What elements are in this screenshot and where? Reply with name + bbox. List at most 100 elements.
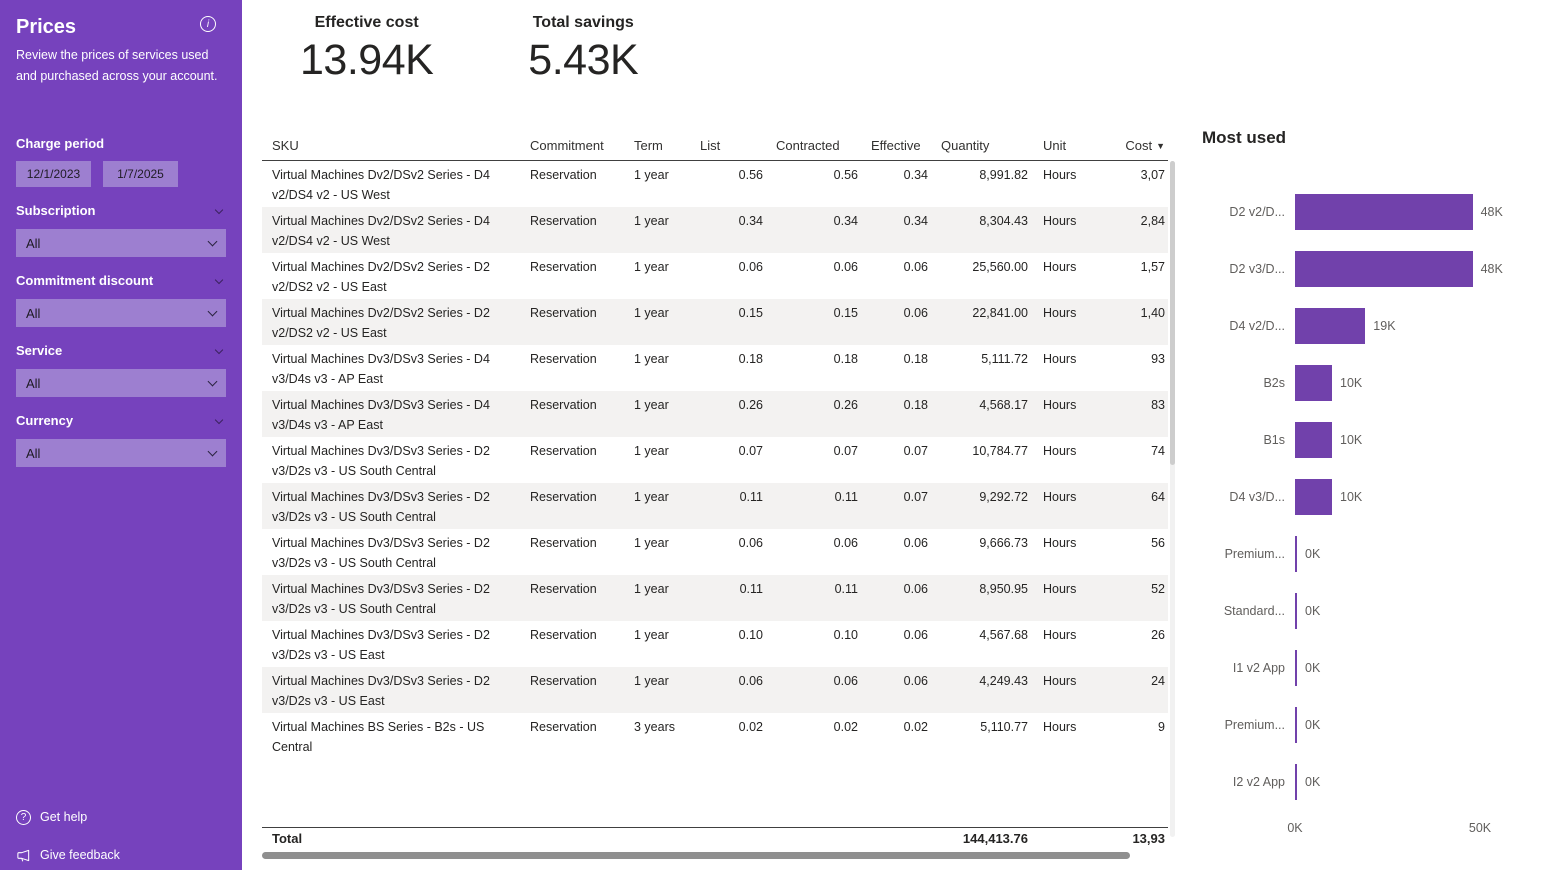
chevron-down-icon[interactable] [214, 415, 224, 424]
filter-label-text: Commitment discount [16, 273, 154, 288]
table-row[interactable]: Virtual Machines Dv2/DSv2 Series - D4 v2… [262, 161, 1168, 207]
table-cell: 0.06 [903, 582, 928, 596]
table-cell: 1 year [634, 536, 669, 550]
table-row[interactable]: Virtual Machines Dv3/DSv3 Series - D2 v3… [262, 483, 1168, 529]
table-cell: Hours [1043, 306, 1077, 320]
help-glyph: ? [20, 811, 27, 823]
column-header-term[interactable]: Term [634, 138, 663, 153]
table-row[interactable]: Virtual Machines Dv3/DSv3 Series - D4 v3… [262, 345, 1168, 391]
bar[interactable] [1295, 422, 1332, 458]
table-cell: 0.10 [738, 628, 763, 642]
column-header-cost[interactable]: Cost ▼ [1125, 138, 1165, 153]
dropdown-value: All [26, 445, 41, 461]
table-cell: 0.11 [834, 582, 858, 596]
bar[interactable] [1295, 308, 1366, 344]
give-feedback-link[interactable]: Give feedback [16, 846, 120, 864]
filter-dropdown-service[interactable]: All [16, 369, 226, 397]
bar[interactable] [1295, 536, 1297, 572]
table-cell: Virtual Machines BS Series - B2s - US Ce… [272, 720, 485, 754]
bar[interactable] [1295, 707, 1297, 743]
table-cell: Hours [1043, 674, 1077, 688]
table-cell: 0.56 [833, 168, 858, 182]
table-cell: 9,292.72 [979, 490, 1028, 504]
table-cell: 24 [1151, 674, 1165, 688]
filter-dropdown-subscription[interactable]: All [16, 229, 226, 257]
filter-label-service: Service [16, 343, 226, 359]
column-header-list[interactable]: List [700, 138, 721, 153]
table-row[interactable]: Virtual Machines Dv2/DSv2 Series - D2 v2… [262, 253, 1168, 299]
charge-period-start-date[interactable]: 12/1/2023 [16, 161, 91, 187]
bar[interactable] [1295, 764, 1297, 800]
charge-period-end-date[interactable]: 1/7/2025 [103, 161, 178, 187]
get-help-link[interactable]: ? Get help [16, 808, 120, 826]
column-header-commitment[interactable]: Commitment [530, 138, 604, 153]
table-cell: 4,568.17 [979, 398, 1028, 412]
bar-area: 19K [1295, 308, 1553, 344]
column-header-contracted[interactable]: Contracted [776, 138, 840, 153]
table-cell: 0.26 [833, 398, 858, 412]
dropdown-value: All [26, 235, 41, 251]
bar[interactable] [1295, 194, 1473, 230]
table-cell: 0.18 [833, 352, 858, 366]
filter-label-text: Currency [16, 413, 74, 428]
table-row[interactable]: Virtual Machines Dv3/DSv3 Series - D2 v3… [262, 437, 1168, 483]
table-cell: Reservation [530, 674, 597, 688]
column-header-unit[interactable]: Unit [1043, 138, 1067, 153]
table-cell: 0.11 [834, 490, 858, 504]
table-cell: 0.56 [738, 168, 763, 182]
bar-category-label: D4 v3/D... [1229, 490, 1285, 504]
table-row[interactable]: Virtual Machines Dv3/DSv3 Series - D2 v3… [262, 621, 1168, 667]
chevron-down-icon [207, 446, 218, 456]
chevron-down-icon[interactable] [214, 205, 224, 214]
table-row[interactable]: Virtual Machines Dv2/DSv2 Series - D2 v2… [262, 299, 1168, 345]
kpi-label: Effective cost [314, 14, 419, 31]
table-cell: 0.06 [738, 536, 763, 550]
info-glyph: i [206, 18, 210, 30]
table-cell: 1,40 [1140, 306, 1165, 320]
table-cell: 0.11 [739, 490, 763, 504]
table-cell: 4,567.68 [979, 628, 1028, 642]
bar-category-label: B2s [1263, 376, 1285, 390]
filter-dropdown-currency[interactable]: All [16, 439, 226, 467]
table-cell: 1 year [634, 352, 669, 366]
bar[interactable] [1295, 650, 1297, 686]
table-cell: 4,249.43 [979, 674, 1028, 688]
table-cell: 0.06 [903, 536, 928, 550]
horizontal-scrollbar[interactable] [262, 852, 1168, 859]
report-canvas: Effective cost 13.94K Total savings 5.43… [242, 0, 1553, 870]
table-row[interactable]: Virtual Machines BS Series - B2s - US Ce… [262, 713, 1168, 759]
table-cell: 83 [1151, 398, 1165, 412]
table-row[interactable]: Virtual Machines Dv2/DSv2 Series - D4 v2… [262, 207, 1168, 253]
table-cell: Virtual Machines Dv2/DSv2 Series - D4 v2… [272, 168, 490, 202]
bar[interactable] [1295, 365, 1332, 401]
bar-value: 10K [1340, 433, 1363, 447]
table-row[interactable]: Virtual Machines Dv3/DSv3 Series - D2 v3… [262, 575, 1168, 621]
bar[interactable] [1295, 251, 1473, 287]
bar-value: 48K [1480, 205, 1503, 219]
column-header-effective[interactable]: Effective [871, 138, 921, 153]
bar[interactable] [1295, 593, 1297, 629]
vertical-scrollbar[interactable] [1170, 161, 1175, 837]
bar-category-label: D2 v3/D... [1229, 262, 1285, 276]
bar-area: 48K [1295, 251, 1553, 287]
table-cell: Hours [1043, 444, 1077, 458]
info-icon[interactable]: i [200, 16, 216, 32]
get-help-label: Get help [40, 810, 88, 824]
table-row[interactable]: Virtual Machines Dv3/DSv3 Series - D2 v3… [262, 667, 1168, 713]
filter-dropdown-commitment-discount[interactable]: All [16, 299, 226, 327]
kpi-effective-cost: Effective cost 13.94K [300, 14, 434, 110]
table-row[interactable]: Virtual Machines Dv3/DSv3 Series - D2 v3… [262, 529, 1168, 575]
bar[interactable] [1295, 479, 1332, 515]
chevron-down-icon[interactable] [214, 275, 224, 284]
vertical-scrollbar-thumb[interactable] [1170, 161, 1175, 466]
kpi-row: Effective cost 13.94K Total savings 5.43… [300, 14, 1553, 110]
horizontal-scrollbar-thumb[interactable] [262, 852, 1130, 859]
table-cell: 0.06 [903, 674, 928, 688]
column-header-sku[interactable]: SKU [272, 138, 299, 153]
column-header-quantity[interactable]: Quantity [941, 138, 990, 153]
table-cell: 0.34 [903, 168, 928, 182]
chevron-down-icon[interactable] [214, 345, 224, 354]
table-cell: Hours [1043, 352, 1077, 366]
table-row[interactable]: Virtual Machines Dv3/DSv3 Series - D4 v3… [262, 391, 1168, 437]
table-cell: 1 year [634, 214, 669, 228]
